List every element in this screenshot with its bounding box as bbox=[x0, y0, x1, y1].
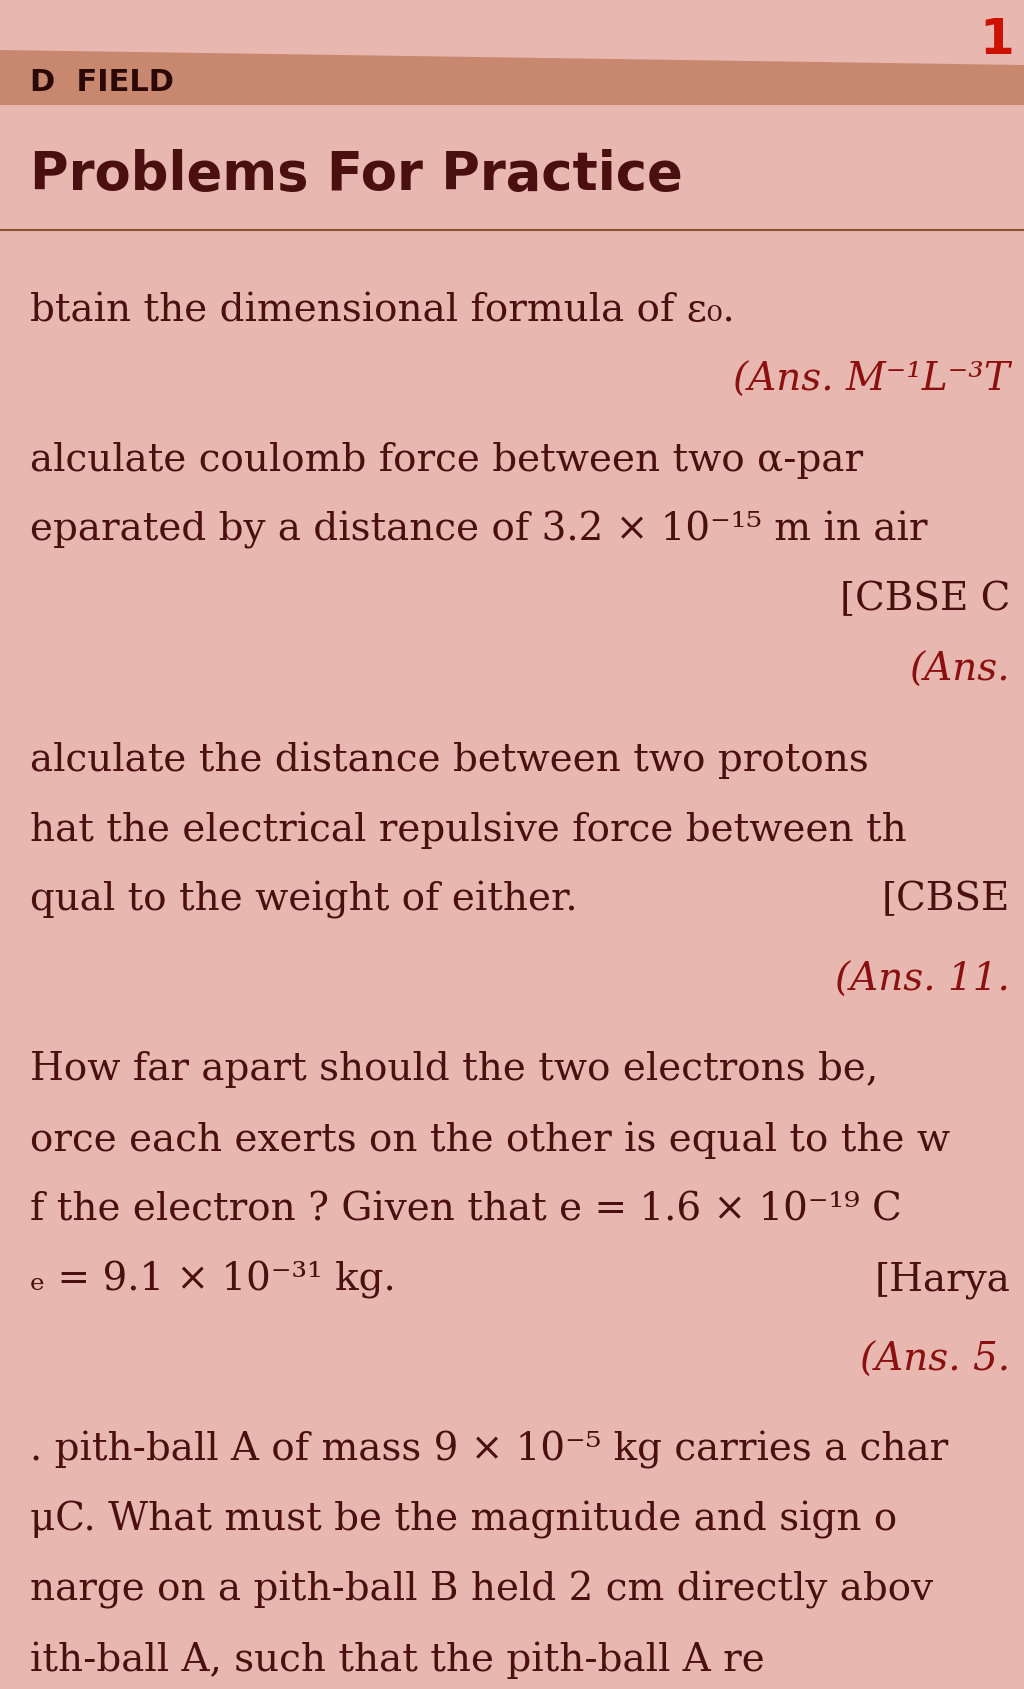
Text: D  FIELD: D FIELD bbox=[30, 68, 174, 96]
Text: f the electron ? Given that e = 1.6 × 10⁻¹⁹ C: f the electron ? Given that e = 1.6 × 10… bbox=[30, 1191, 902, 1228]
Text: 1: 1 bbox=[979, 15, 1014, 64]
Text: [CBSE: [CBSE bbox=[882, 882, 1010, 919]
Text: Problems For Practice: Problems For Practice bbox=[30, 149, 683, 201]
Text: μC. What must be the magnitude and sign o: μC. What must be the magnitude and sign … bbox=[30, 1502, 897, 1539]
Text: eparated by a distance of 3.2 × 10⁻¹⁵ m in air: eparated by a distance of 3.2 × 10⁻¹⁵ m … bbox=[30, 512, 928, 549]
Polygon shape bbox=[0, 51, 1024, 105]
Text: [Harya: [Harya bbox=[874, 1262, 1010, 1299]
Text: btain the dimensional formula of ε₀.: btain the dimensional formula of ε₀. bbox=[30, 292, 735, 328]
Text: ith-ball A, such that the pith-ball A re: ith-ball A, such that the pith-ball A re bbox=[30, 1642, 765, 1679]
Text: alculate coulomb force between two α-par: alculate coulomb force between two α-par bbox=[30, 441, 863, 478]
Text: (Ans. 5.: (Ans. 5. bbox=[860, 1341, 1010, 1378]
Text: qual to the weight of either.: qual to the weight of either. bbox=[30, 882, 578, 919]
Text: ₑ = 9.1 × 10⁻³¹ kg.: ₑ = 9.1 × 10⁻³¹ kg. bbox=[30, 1262, 395, 1299]
Text: . pith-ball A of mass 9 × 10⁻⁵ kg carries a char: . pith-ball A of mass 9 × 10⁻⁵ kg carrie… bbox=[30, 1431, 948, 1469]
Text: narge on a pith-ball B held 2 cm directly abov: narge on a pith-ball B held 2 cm directl… bbox=[30, 1571, 933, 1610]
Text: hat the electrical repulsive force between th: hat the electrical repulsive force betwe… bbox=[30, 811, 906, 850]
Text: (Ans. M⁻¹L⁻³T: (Ans. M⁻¹L⁻³T bbox=[733, 361, 1010, 399]
Text: (Ans.: (Ans. bbox=[909, 652, 1010, 689]
Text: alculate the distance between two protons: alculate the distance between two proton… bbox=[30, 741, 868, 779]
Text: orce each exerts on the other is equal to the w: orce each exerts on the other is equal t… bbox=[30, 1121, 950, 1159]
Text: How far apart should the two electrons be,: How far apart should the two electrons b… bbox=[30, 1052, 879, 1088]
Text: (Ans. 11.: (Ans. 11. bbox=[836, 961, 1010, 998]
Text: [CBSE C: [CBSE C bbox=[840, 581, 1010, 618]
